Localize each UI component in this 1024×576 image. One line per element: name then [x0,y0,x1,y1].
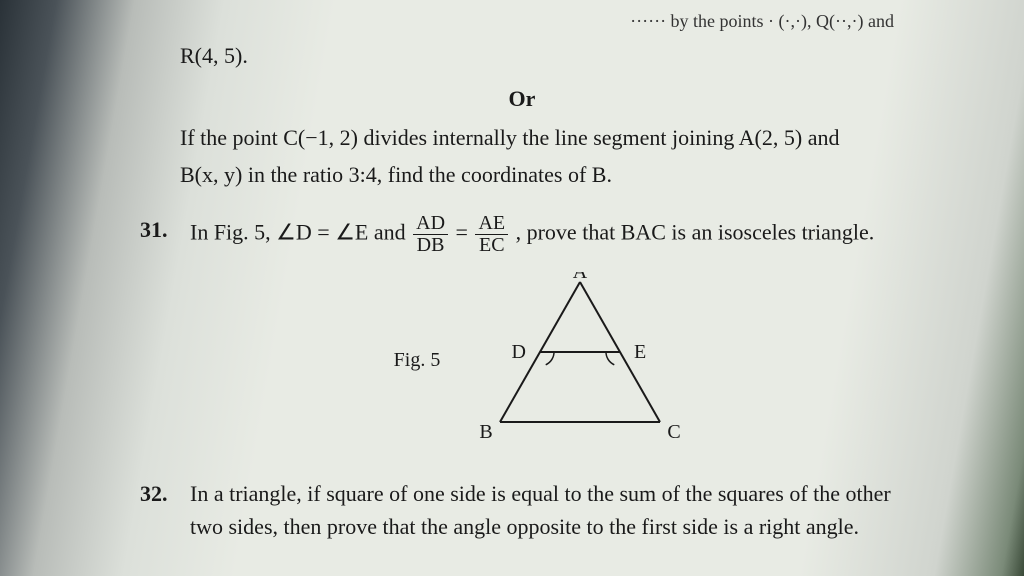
figure-5-wrap: Fig. 5 A B C D E [190,272,904,447]
q31-number: 31. [140,213,190,246]
cutoff-line: ······ by the points · (·,·), Q(··,·) an… [140,8,904,35]
question-31: 31. In Fig. 5, ∠D = ∠E and AD DB = AE EC… [140,213,904,455]
svg-text:E: E [634,341,646,363]
q32-line1: In a triangle, if square of one side is … [190,477,904,510]
q31-text: In Fig. 5, ∠D = ∠E and AD DB = AE EC , p… [190,213,904,455]
line-r45: R(4, 5). [180,39,904,72]
q31-eq: = [456,220,474,245]
figure-5-svg: A B C D E [470,272,700,447]
q31-frac1: AD DB [413,213,448,256]
q31-frac1-den: DB [413,235,448,256]
q32-text: In a triangle, if square of one side is … [190,477,904,543]
q31-frac2: AE EC [475,213,508,256]
svg-text:A: A [573,272,588,283]
q30-or-line2: B(x, y) in the ratio 3:4, find the coord… [180,158,904,191]
svg-text:D: D [512,341,526,363]
or-separator: Or [140,82,904,115]
svg-text:C: C [668,421,681,443]
page-content: ······ by the points · (·,·), Q(··,·) an… [0,0,1024,551]
svg-text:B: B [480,421,493,443]
question-32: 32. In a triangle, if square of one side… [140,477,904,543]
q32-line2: two sides, then prove that the angle opp… [190,510,904,543]
q31-frac2-den: EC [475,235,508,256]
q31-frac2-num: AE [475,213,508,235]
q31-frac1-num: AD [413,213,448,235]
q32-number: 32. [140,477,190,510]
q31-post: , prove that BAC is an isosceles triangl… [516,220,875,245]
q31-pre: In Fig. 5, ∠D = ∠E and [190,220,411,245]
q30-or-line1: If the point C(−1, 2) divides internally… [180,121,904,154]
figure-5-label: Fig. 5 [394,345,441,375]
